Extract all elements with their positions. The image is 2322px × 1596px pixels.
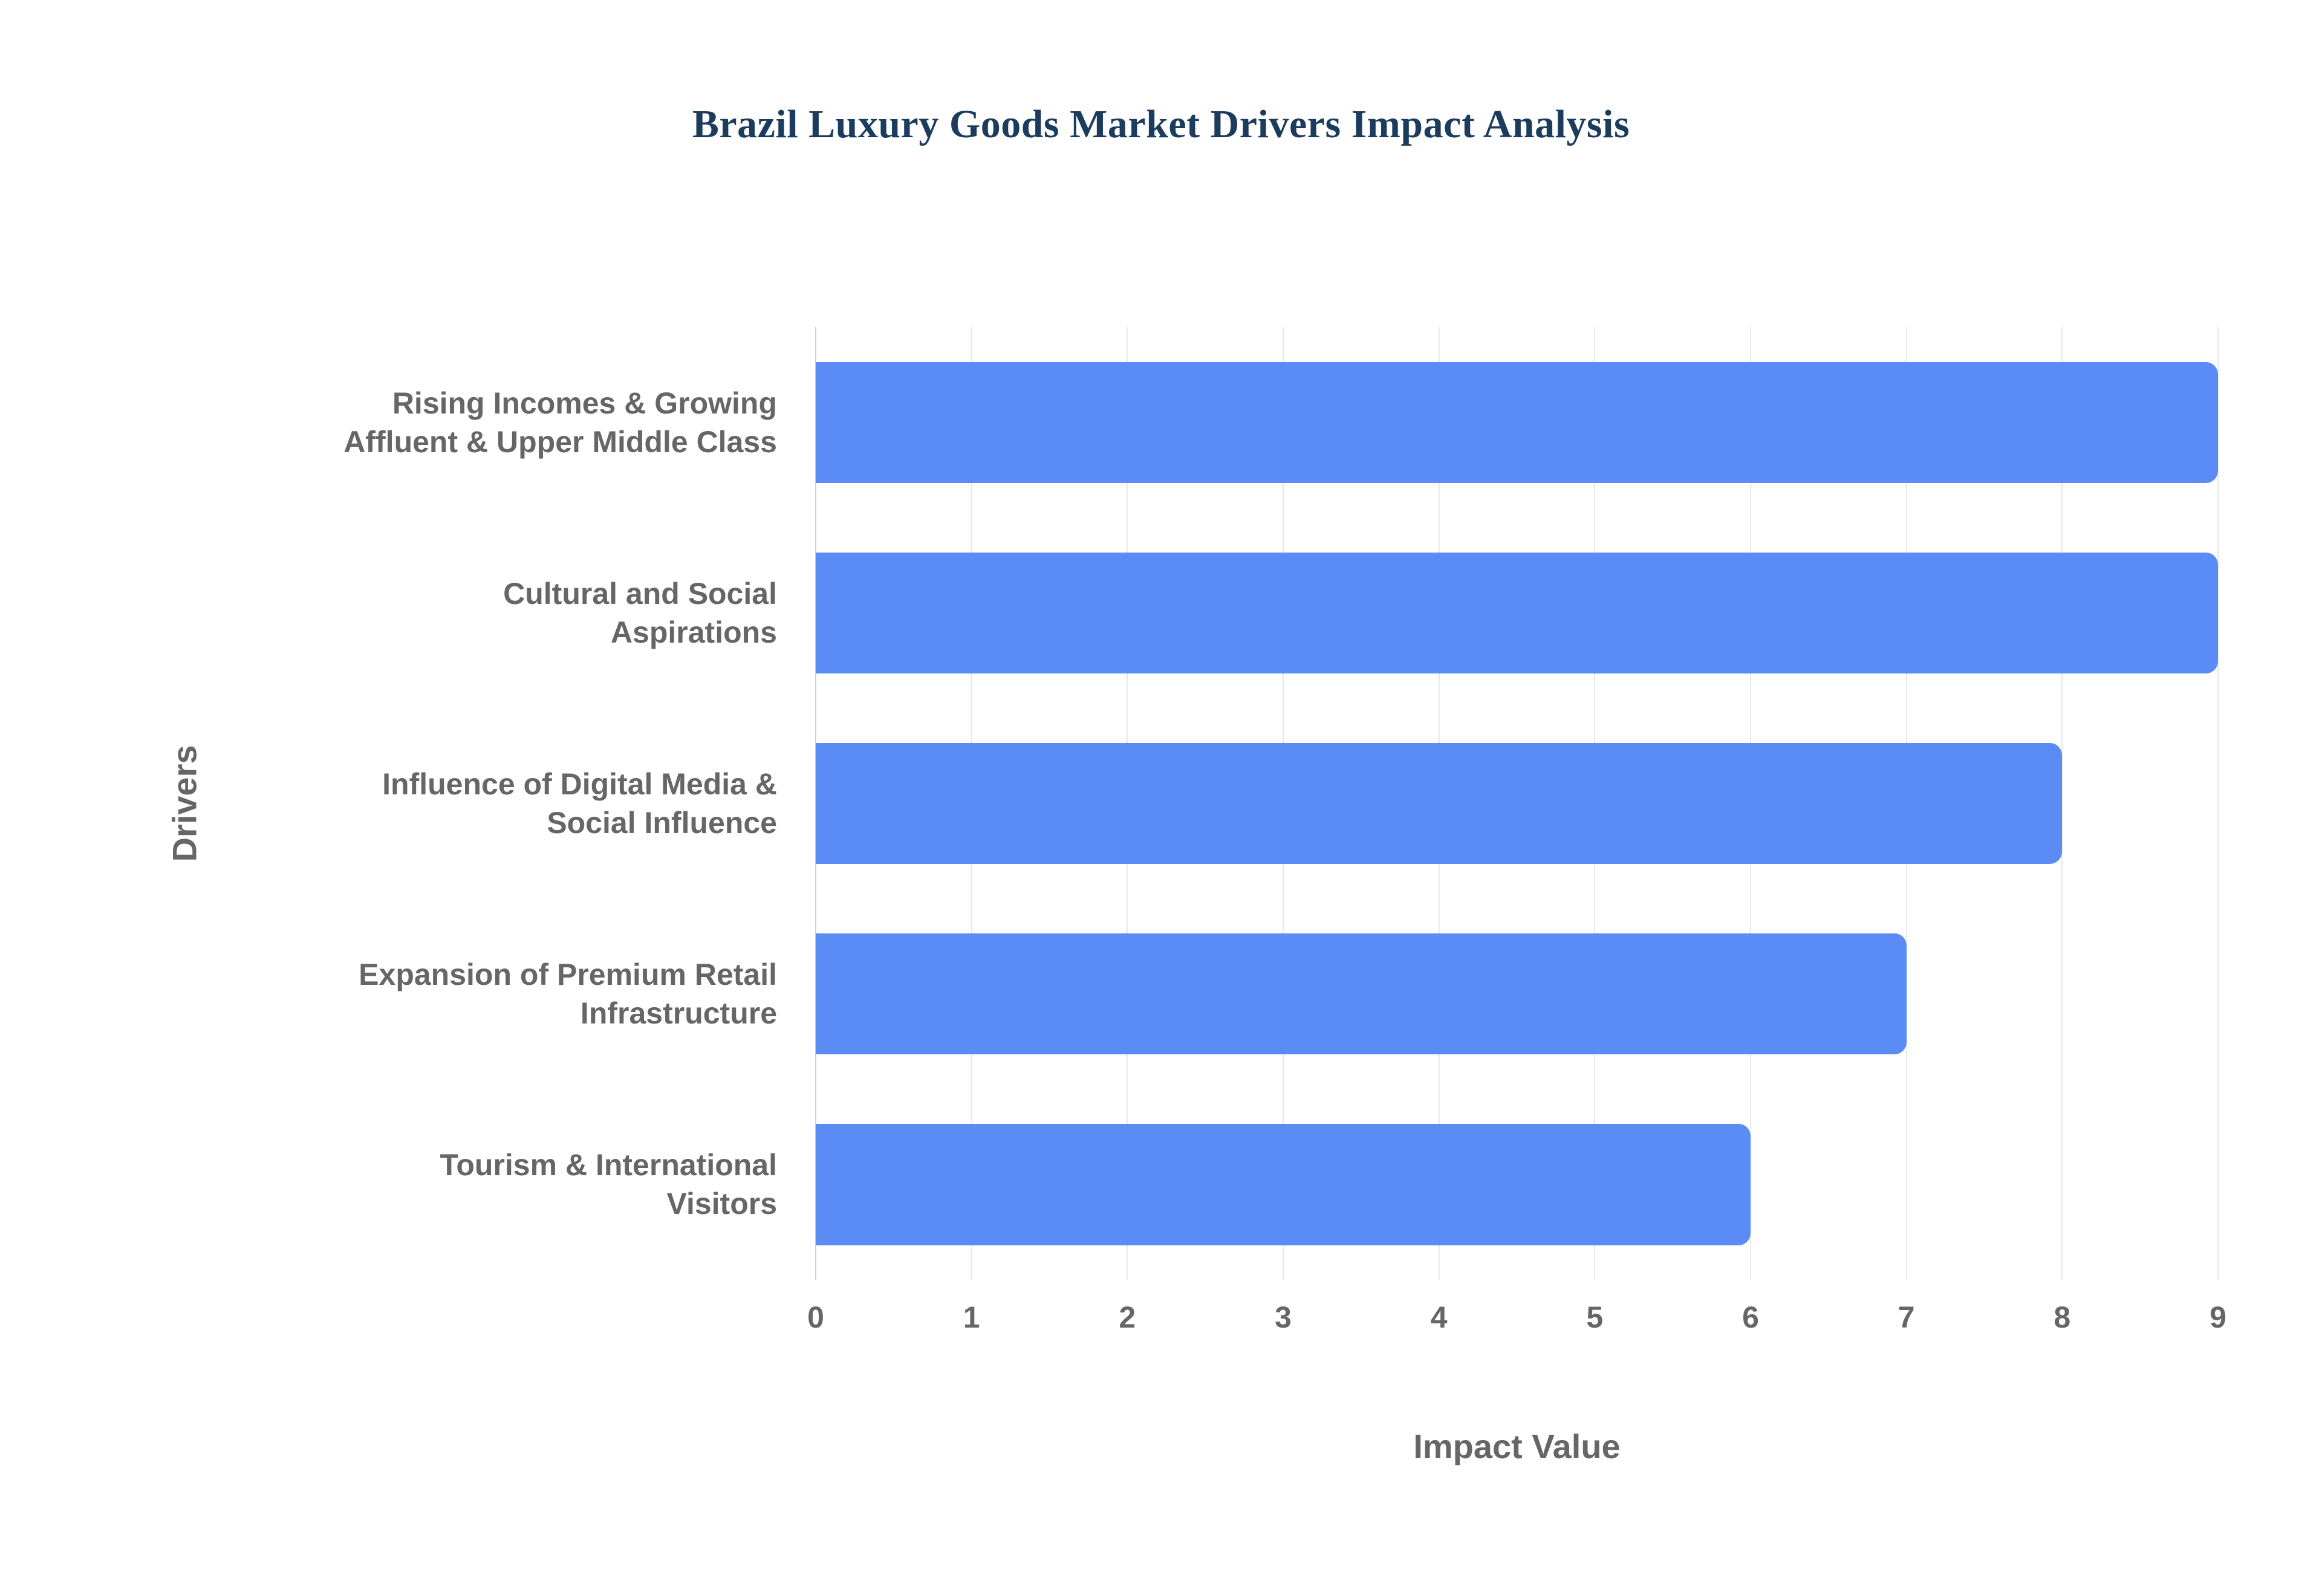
x-tick-label: 5 [1586, 1300, 1604, 1334]
bar-3 [816, 933, 1907, 1055]
x-axis-title: Impact Value [1413, 1427, 1621, 1465]
bar-0 [816, 362, 2218, 483]
x-tick-label: 3 [1275, 1300, 1292, 1334]
bar-2 [816, 743, 2063, 864]
category-label-3: Expansion of Premium Retail Infrastructu… [359, 958, 777, 1031]
x-tick-label: 1 [963, 1300, 980, 1334]
plot-area [815, 327, 2219, 1280]
x-tick-label: 2 [1119, 1300, 1136, 1334]
category-label-1: Cultural and Social Aspirations [503, 576, 777, 649]
x-tick-label: 4 [1430, 1300, 1448, 1334]
x-tick-label: 8 [2054, 1300, 2071, 1334]
category-label-2: Influence of Digital Media & Social Infl… [382, 767, 777, 840]
y-axis-title: Drivers [165, 745, 204, 862]
bar-4 [816, 1124, 1751, 1245]
x-tick-label: 0 [807, 1300, 824, 1334]
bar-1 [816, 552, 2218, 674]
x-tick-label: 6 [1742, 1300, 1759, 1334]
x-tick-label: 9 [2210, 1300, 2226, 1334]
category-label-0: Rising Incomes & Growing Affluent & Uppe… [343, 386, 777, 459]
chart-title: Brazil Luxury Goods Market Drivers Impac… [692, 102, 1630, 146]
gridline [2061, 327, 2063, 1280]
gridline [2217, 327, 2219, 1280]
category-label-4: Tourism & International Visitors [440, 1148, 777, 1221]
x-tick-labels: 0 1 2 3 4 5 6 7 8 9 [807, 1300, 2226, 1342]
x-tick-label: 7 [1898, 1300, 1915, 1334]
category-labels: Rising Incomes & Growing Affluent & Uppe… [0, 327, 777, 1280]
